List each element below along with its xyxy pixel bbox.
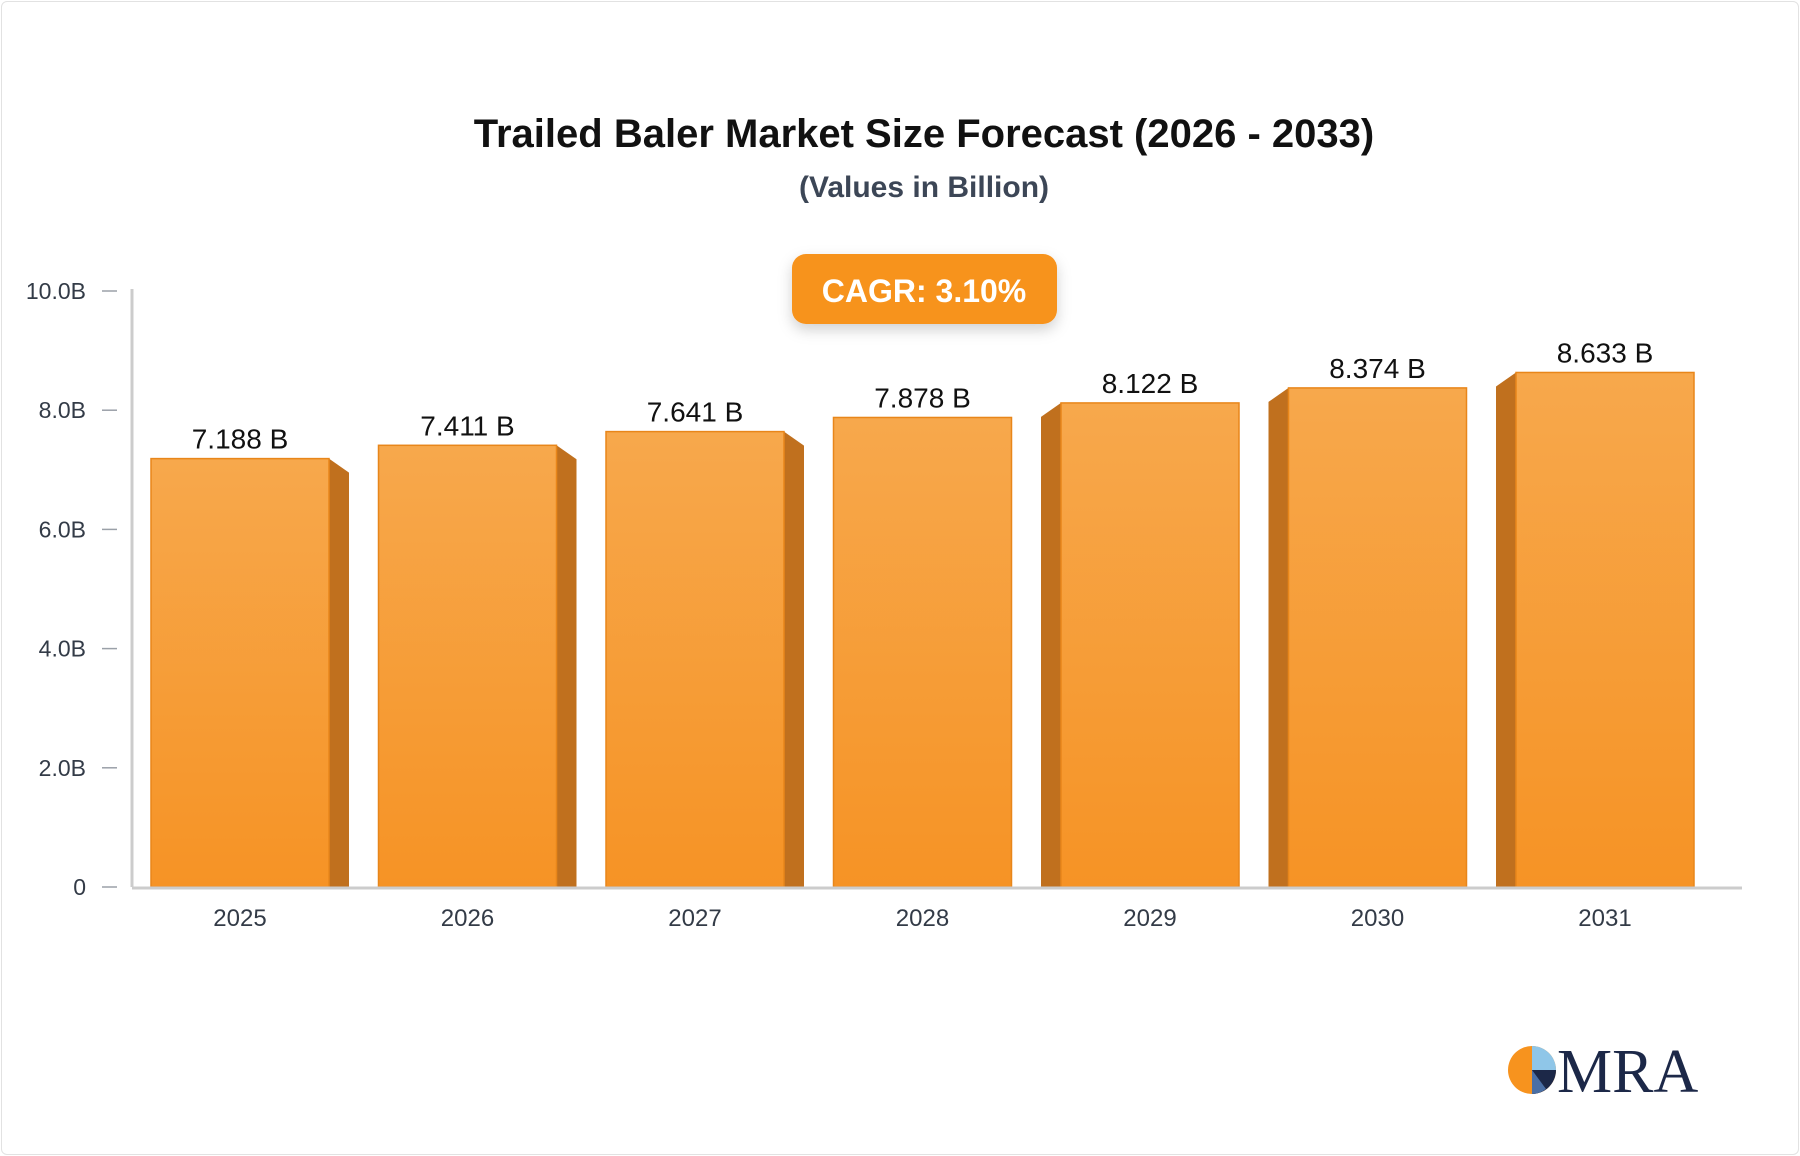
cagr-badge-label: CAGR: 3.10% bbox=[822, 273, 1027, 309]
bar-side bbox=[556, 445, 577, 887]
x-tick-label: 2030 bbox=[1351, 905, 1404, 932]
chart-title: Trailed Baler Market Size Forecast (2026… bbox=[474, 112, 1374, 156]
x-tick-label: 2025 bbox=[213, 905, 266, 932]
x-axis: 2025 2026 2027 2028 2029 2030 2031 bbox=[132, 886, 1742, 932]
y-tick-label: 2.0B bbox=[39, 755, 86, 781]
bar-side bbox=[1041, 402, 1061, 887]
y-axis: 0 2.0B 4.0B 6.0B 8.0B 10.0B bbox=[26, 278, 134, 900]
bar-side bbox=[329, 458, 349, 887]
x-tick-label: 2031 bbox=[1578, 905, 1631, 932]
bar-face bbox=[1287, 387, 1468, 888]
bar-2027: 7.641 B bbox=[605, 397, 804, 888]
bar-face bbox=[377, 444, 558, 888]
bar-value-label: 7.411 B bbox=[420, 410, 514, 441]
bar-2029: 8.122 B bbox=[1041, 368, 1240, 888]
x-tick-label: 2027 bbox=[668, 905, 721, 932]
bar-side bbox=[1496, 372, 1516, 887]
bar-side bbox=[1268, 387, 1289, 887]
x-tick-label: 2028 bbox=[896, 905, 949, 932]
bar-face bbox=[150, 457, 330, 888]
bars-group: 7.188 B 7.411 B 7.641 B 7.878 B 8.122 B 8.374… bbox=[150, 337, 1695, 888]
y-tick-label: 8.0B bbox=[39, 397, 86, 423]
x-tick-label: 2026 bbox=[441, 905, 494, 932]
cagr-badge: CAGR: 3.10% bbox=[792, 254, 1057, 324]
x-tick-label: 2029 bbox=[1123, 905, 1176, 932]
y-tick-label: 0 bbox=[73, 874, 86, 900]
bar-2030: 8.374 B bbox=[1268, 353, 1468, 888]
mra-logo-text: MRA bbox=[1557, 1038, 1698, 1106]
bar-value-label: 7.188 B bbox=[192, 424, 289, 455]
bar-face bbox=[1515, 371, 1695, 888]
bar-value-label: 8.122 B bbox=[1102, 368, 1199, 399]
bar-2031: 8.633 B bbox=[1496, 337, 1695, 888]
bar-value-label: 8.374 B bbox=[1329, 353, 1426, 384]
bar-face bbox=[1060, 402, 1240, 888]
y-tick-label: 6.0B bbox=[39, 516, 86, 542]
pie-logo-icon bbox=[1508, 1046, 1556, 1094]
bar-value-label: 7.641 B bbox=[647, 397, 744, 428]
bar-face bbox=[832, 416, 1013, 888]
bar-2025: 7.188 B bbox=[150, 424, 349, 888]
bar-value-label: 8.633 B bbox=[1557, 337, 1654, 368]
chart-subtitle: (Values in Billion) bbox=[799, 171, 1049, 204]
y-tick-label: 10.0B bbox=[26, 278, 86, 304]
bar-value-label: 7.878 B bbox=[874, 382, 971, 413]
bar-2026: 7.411 B bbox=[377, 410, 577, 888]
cagr-badge-background bbox=[792, 254, 1057, 324]
y-tick-label: 4.0B bbox=[39, 636, 86, 662]
mra-logo: MRA bbox=[1508, 1038, 1698, 1106]
bar-side bbox=[784, 431, 804, 887]
bar-2028: 7.878 B bbox=[832, 382, 1013, 888]
bar-face bbox=[605, 430, 785, 888]
